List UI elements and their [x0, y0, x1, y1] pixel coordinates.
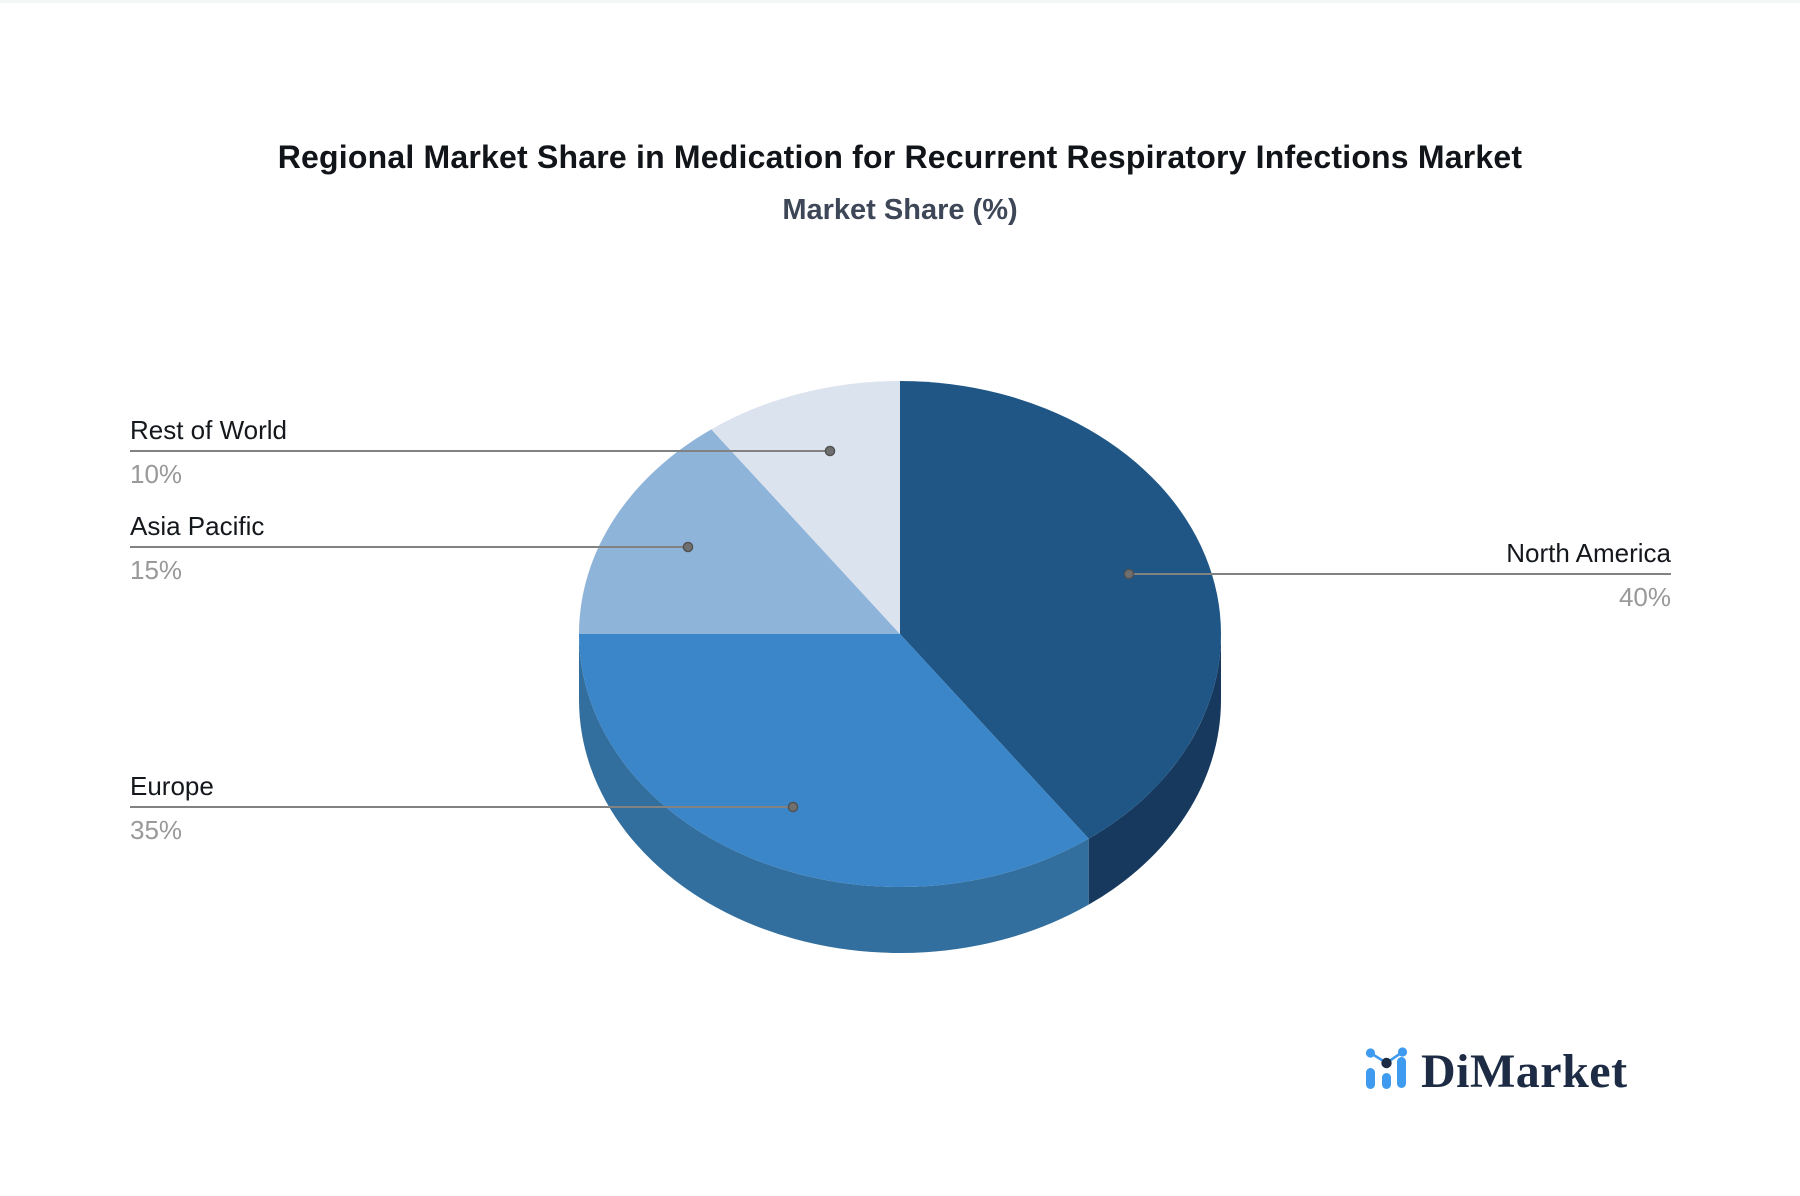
dimarket-logo-icon [1365, 1047, 1408, 1089]
leader-dot-europe [787, 801, 799, 813]
callout-label-asia-pacific: Asia Pacific [130, 511, 265, 541]
callout-label-rest-of-world: Rest of World [130, 415, 288, 445]
pie-slice-rest-of-world [711, 381, 900, 634]
pie-slice-north-america [900, 381, 1221, 839]
leader-dot-north-america [1123, 568, 1135, 580]
top-strip [0, 0, 1800, 3]
bar-chart-glyph [1365, 1047, 1408, 1089]
chart-subtitle: Market Share (%) [782, 194, 1018, 226]
callout-value-europe: 35% [130, 815, 183, 845]
callout-label-north-america: North America [1506, 538, 1671, 568]
pie-slice-asia-pacific [579, 429, 900, 634]
callout-value-asia-pacific: 15% [130, 555, 183, 585]
callout-value-rest-of-world: 10% [130, 459, 183, 489]
pie-slice-side-europe [579, 634, 1089, 953]
pie-slice-europe [579, 634, 1089, 887]
chart-title: Regional Market Share in Medication for … [277, 139, 1523, 175]
leader-dot-rest-of-world [824, 445, 836, 457]
pie-slice-side-north-america [1088, 634, 1221, 905]
dimarket-logo-text: DiMarket [1421, 1045, 1628, 1098]
leader-dot-asia-pacific [682, 541, 694, 553]
callout-label-europe: Europe [130, 771, 214, 801]
callout-value-north-america: 40% [1618, 582, 1671, 612]
